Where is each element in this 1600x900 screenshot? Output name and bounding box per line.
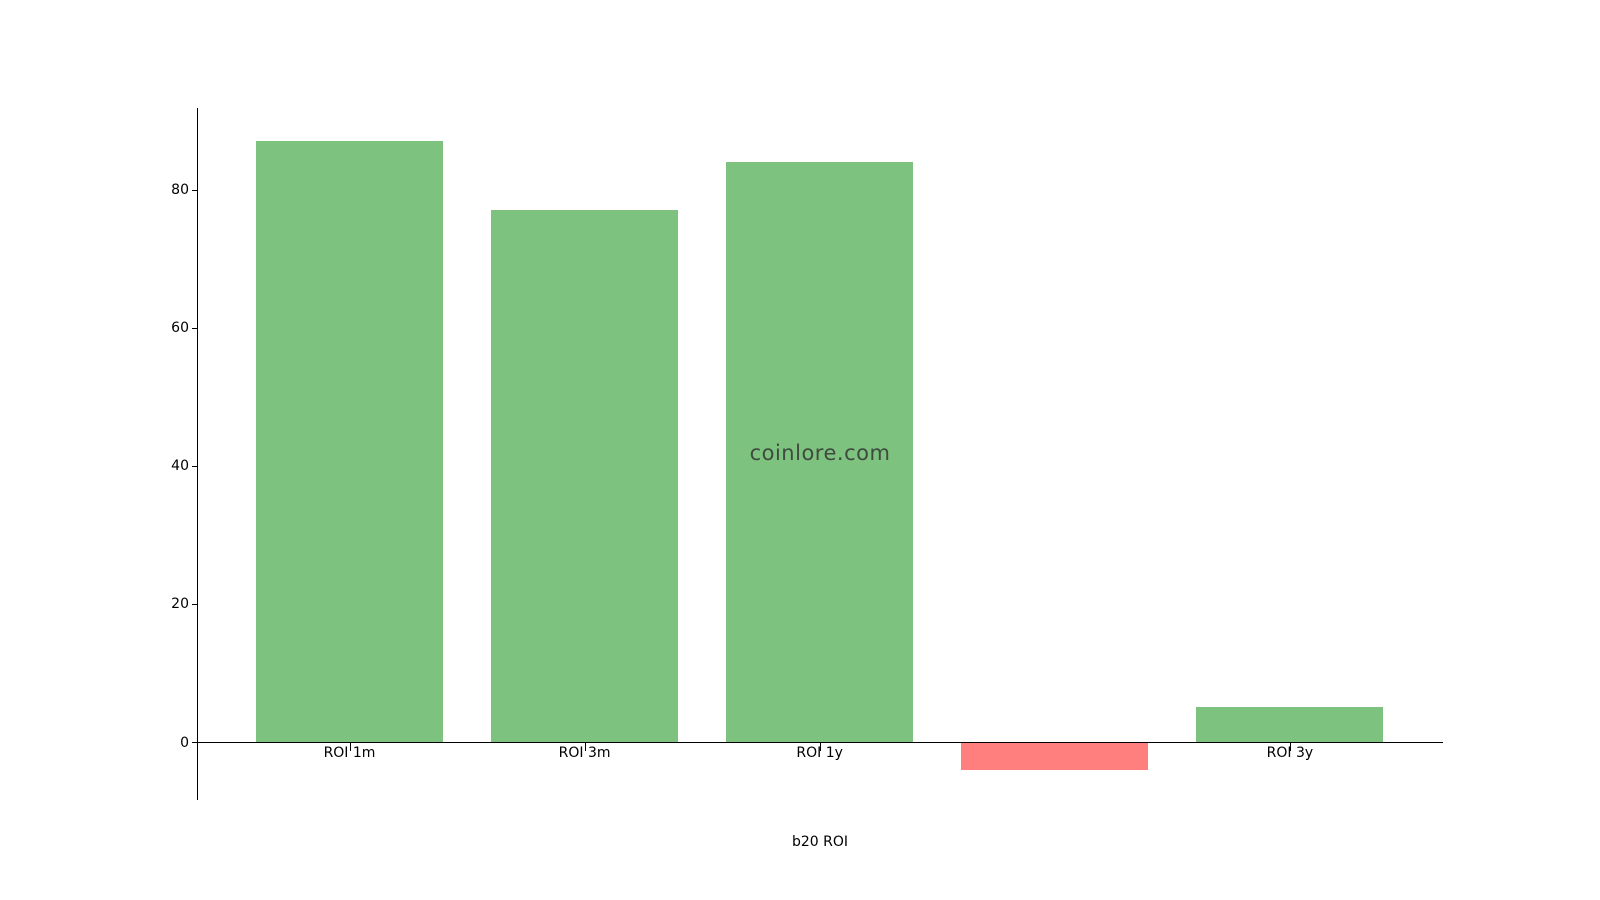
y-tick-2 bbox=[192, 465, 197, 467]
bar-2 bbox=[726, 161, 914, 742]
bar-0 bbox=[256, 141, 443, 742]
y-tick-label-2: 40 bbox=[171, 458, 189, 475]
y-tick-4 bbox=[192, 189, 197, 191]
x-axis-line bbox=[198, 742, 1443, 744]
y-tick-0 bbox=[192, 742, 197, 743]
x-tick-2 bbox=[819, 743, 821, 751]
bar-1 bbox=[491, 210, 679, 742]
y-tick-label-1: 20 bbox=[171, 596, 189, 613]
bar-3 bbox=[961, 742, 1149, 770]
y-tick-label-0: 0 bbox=[180, 734, 189, 751]
y-tick-label-3: 60 bbox=[171, 320, 189, 337]
watermark-text: coinlore.com bbox=[749, 441, 891, 465]
y-tick-1 bbox=[192, 603, 197, 605]
x-tick-label-2: ROI 1y bbox=[796, 744, 843, 761]
x-tick-label-0: ROI 1m bbox=[323, 744, 376, 761]
x-tick-4 bbox=[1289, 743, 1291, 751]
y-tick-label-4: 80 bbox=[171, 182, 189, 199]
x-tick-1 bbox=[584, 743, 586, 751]
x-tick-0 bbox=[349, 743, 351, 751]
y-axis-line bbox=[197, 108, 199, 800]
y-tick-3 bbox=[192, 327, 197, 329]
x-tick-label-1: ROI 3m bbox=[558, 744, 611, 761]
x-tick-label-4: ROI 3y bbox=[1266, 744, 1314, 761]
x-axis-title: b20 ROI bbox=[791, 834, 849, 850]
bar-4 bbox=[1196, 707, 1384, 742]
